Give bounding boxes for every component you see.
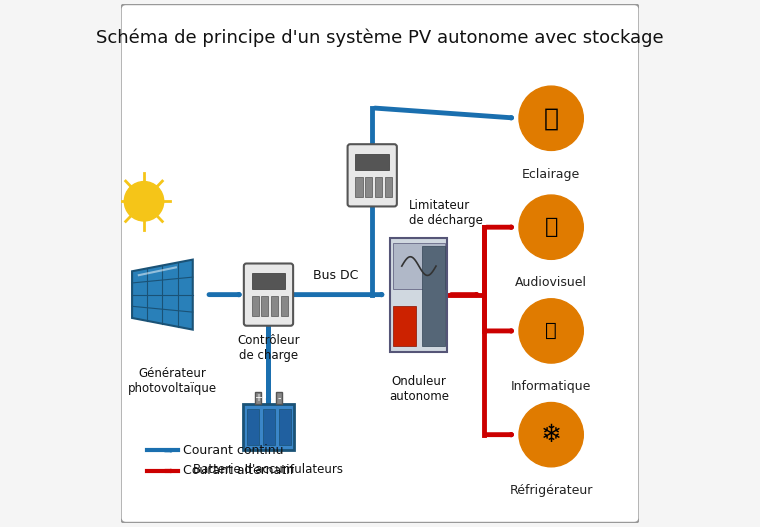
Bar — [276, 392, 282, 404]
Bar — [356, 177, 363, 197]
Text: Courant continu: Courant continu — [183, 444, 283, 457]
Text: -: - — [277, 393, 280, 403]
Text: Bus DC: Bus DC — [313, 269, 359, 281]
Text: Informatique: Informatique — [511, 380, 591, 393]
FancyBboxPatch shape — [391, 238, 448, 352]
Bar — [356, 154, 389, 170]
Text: 🖥: 🖥 — [545, 321, 557, 340]
Circle shape — [519, 195, 584, 259]
Text: Audiovisuel: Audiovisuel — [515, 277, 587, 289]
Bar — [393, 243, 445, 289]
Bar — [255, 392, 261, 404]
Text: ❄: ❄ — [540, 423, 562, 447]
Circle shape — [519, 403, 584, 467]
Text: 📺: 📺 — [544, 217, 558, 237]
Circle shape — [519, 299, 584, 363]
Text: Limitateur
de décharge: Limitateur de décharge — [409, 199, 483, 227]
Text: Générateur
photovoltaïque: Générateur photovoltaïque — [128, 367, 217, 395]
Bar — [385, 177, 391, 197]
Polygon shape — [132, 260, 193, 329]
Text: Batterie d'accumulateurs: Batterie d'accumulateurs — [194, 463, 344, 476]
Text: Contrôleur
de charge: Contrôleur de charge — [237, 334, 299, 362]
FancyBboxPatch shape — [121, 4, 639, 523]
Bar — [261, 296, 268, 316]
Bar — [365, 177, 372, 197]
Circle shape — [125, 181, 163, 221]
Text: 💡: 💡 — [543, 106, 559, 130]
FancyBboxPatch shape — [244, 264, 293, 326]
Bar — [271, 296, 278, 316]
FancyBboxPatch shape — [347, 144, 397, 207]
Bar — [263, 409, 275, 445]
Bar — [422, 246, 445, 346]
FancyBboxPatch shape — [242, 404, 294, 450]
Circle shape — [519, 86, 584, 150]
Text: Schéma de principe d'un système PV autonome avec stockage: Schéma de principe d'un système PV auton… — [97, 28, 663, 47]
Bar — [375, 177, 382, 197]
Bar — [279, 409, 291, 445]
Text: Onduleur
autonome: Onduleur autonome — [389, 375, 449, 403]
Text: Courant alternatif: Courant alternatif — [183, 464, 294, 477]
Bar — [252, 273, 285, 289]
Text: Eclairage: Eclairage — [522, 168, 581, 181]
Text: +: + — [254, 393, 262, 403]
Bar — [393, 306, 416, 346]
Bar — [247, 409, 259, 445]
Bar — [252, 296, 259, 316]
Text: Réfrigérateur: Réfrigérateur — [509, 484, 593, 497]
Bar — [281, 296, 288, 316]
